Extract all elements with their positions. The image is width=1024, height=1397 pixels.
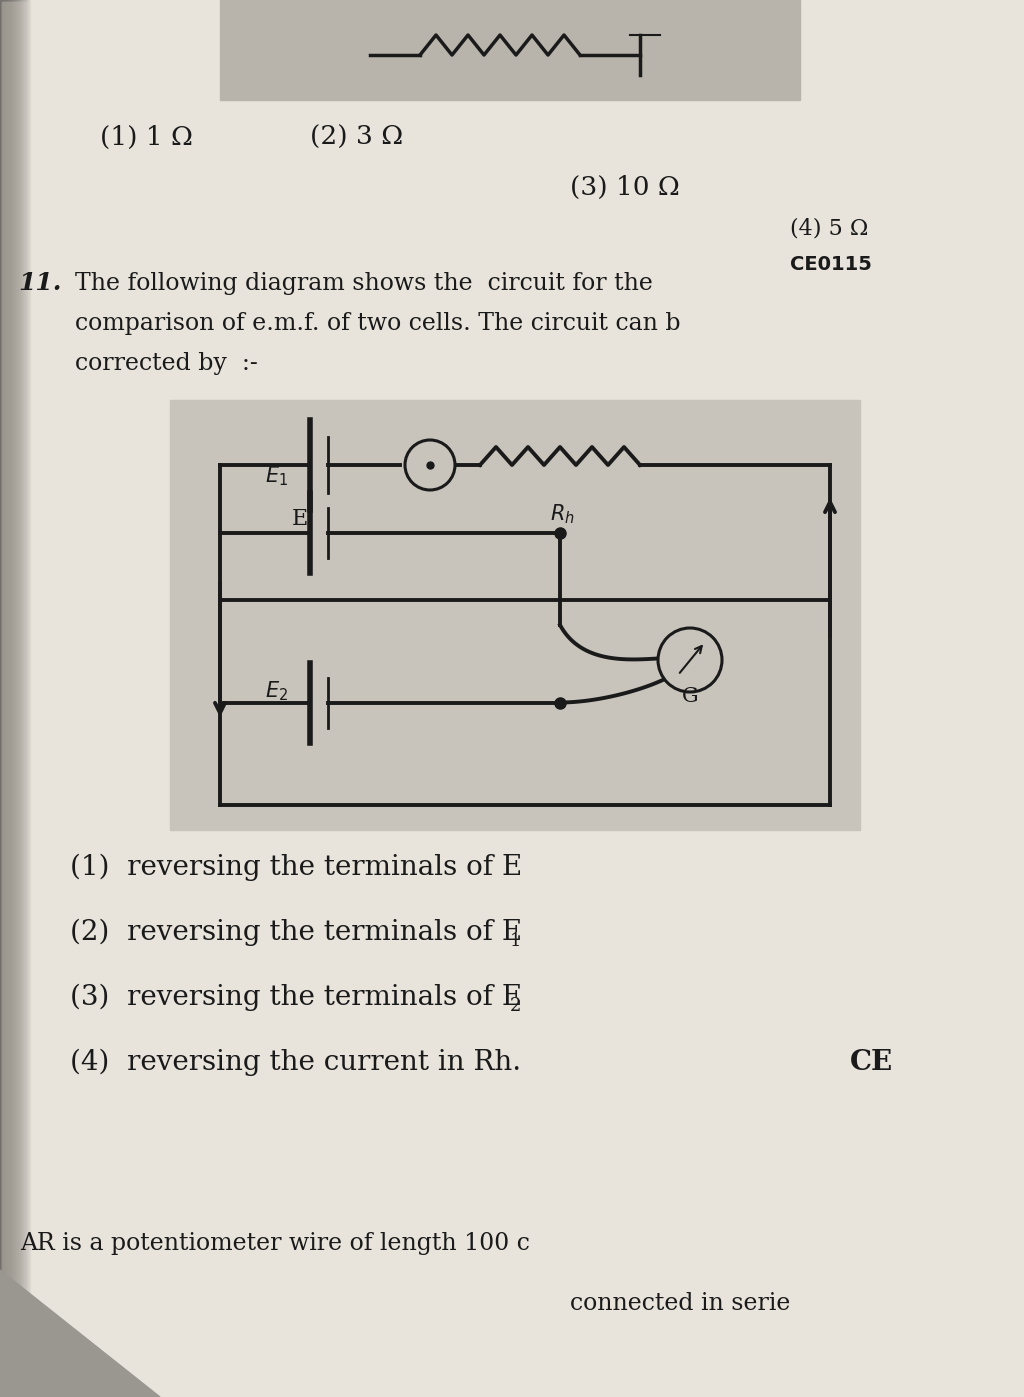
Text: (3)  reversing the terminals of E: (3) reversing the terminals of E: [70, 983, 522, 1011]
Bar: [0, 0, 24, 1397]
Bar: [0, 0, 10, 1397]
Text: (3) 10 Ω: (3) 10 Ω: [570, 175, 680, 200]
Text: (1)  reversing the terminals of E: (1) reversing the terminals of E: [70, 854, 522, 882]
Bar: [0, 0, 15, 1397]
Bar: [0, 0, 4, 1397]
Bar: [0, 0, 14, 1397]
Text: E: E: [292, 509, 308, 529]
Bar: [0, 0, 28, 1397]
Text: corrected by  :-: corrected by :-: [75, 352, 258, 374]
Bar: [0, 0, 3, 1397]
Text: 11.: 11.: [18, 271, 61, 295]
Circle shape: [406, 440, 455, 490]
Bar: [0, 0, 2, 1397]
Text: (2)  reversing the terminals of E: (2) reversing the terminals of E: [70, 919, 522, 946]
Bar: [0, 0, 23, 1397]
Bar: [170, 400, 860, 830]
Text: CE: CE: [850, 1049, 893, 1076]
Bar: [0, 0, 26, 1397]
Text: 2: 2: [510, 997, 521, 1016]
Text: The following diagram shows the  circuit for the: The following diagram shows the circuit …: [75, 272, 653, 295]
Text: $R_h$: $R_h$: [550, 502, 574, 525]
Bar: [220, 0, 800, 101]
Bar: [0, 0, 22, 1397]
Bar: [0, 0, 13, 1397]
Bar: [0, 0, 11, 1397]
Bar: [0, 0, 20, 1397]
Text: CE0115: CE0115: [790, 256, 871, 274]
Bar: [0, 0, 9, 1397]
Text: connected in serie: connected in serie: [570, 1292, 791, 1315]
Bar: [0, 0, 12, 1397]
Text: comparison of e.m.f. of two cells. The circuit can b: comparison of e.m.f. of two cells. The c…: [75, 312, 681, 335]
Bar: [0, 0, 18, 1397]
Bar: [0, 0, 17, 1397]
Bar: [0, 0, 16, 1397]
Text: (4) 5 Ω: (4) 5 Ω: [790, 218, 868, 240]
Bar: [0, 0, 27, 1397]
Polygon shape: [0, 1270, 160, 1397]
Bar: [0, 0, 25, 1397]
Bar: [0, 0, 8, 1397]
Text: AR is a potentiometer wire of length 100 c: AR is a potentiometer wire of length 100…: [20, 1232, 529, 1255]
Bar: [0, 0, 30, 1397]
Text: (2) 3 Ω: (2) 3 Ω: [310, 124, 403, 149]
Text: $E_2$: $E_2$: [265, 679, 288, 703]
Circle shape: [658, 629, 722, 692]
Bar: [0, 0, 29, 1397]
Bar: [0, 0, 5, 1397]
Bar: [0, 0, 19, 1397]
Bar: [0, 0, 7, 1397]
Text: G: G: [682, 687, 698, 705]
Text: 1: 1: [510, 932, 521, 950]
Text: (4)  reversing the current in Rh.: (4) reversing the current in Rh.: [70, 1049, 521, 1076]
Bar: [0, 0, 22, 1397]
Text: $E_1$: $E_1$: [265, 464, 288, 488]
Text: (1) 1 Ω: (1) 1 Ω: [100, 124, 193, 149]
Bar: [0, 0, 6, 1397]
